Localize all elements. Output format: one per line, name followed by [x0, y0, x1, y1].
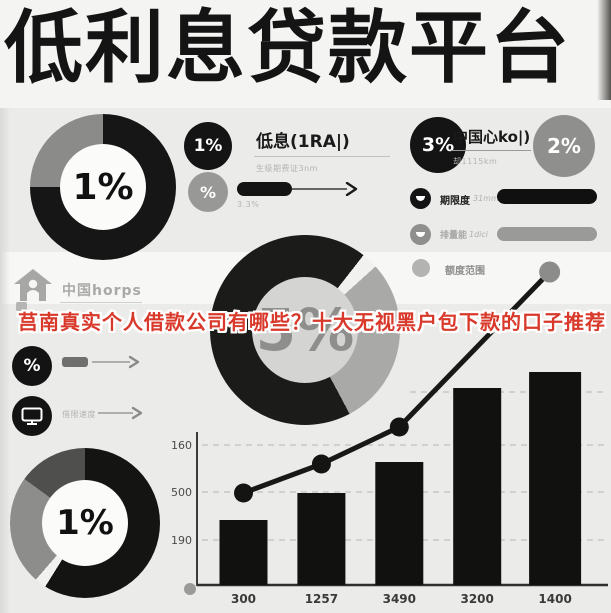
smile-icon	[410, 224, 431, 245]
bullet-dot	[412, 259, 430, 277]
china-stat-title: 中国心ko|)	[453, 128, 531, 146]
smile-icon	[410, 188, 431, 209]
china-stat-subtitle: 却1115km	[453, 157, 498, 166]
legend-bar	[497, 227, 597, 241]
arrow-right-icon	[92, 355, 140, 369]
speed-row-label: 借限速度	[62, 410, 96, 419]
donut-top-left-value: 1%	[60, 144, 146, 230]
china-stat-side-badge: 2%	[533, 115, 595, 177]
legend-row-label: 排量能	[440, 231, 468, 241]
donut-bottom-left-value: 1%	[42, 480, 128, 566]
svg-text:3200: 3200	[460, 592, 493, 606]
percent-badge: %	[12, 346, 52, 386]
smile-glyph	[416, 232, 425, 237]
low-interest-title: 低息(1RA|)	[256, 132, 350, 152]
monitor-icon	[12, 396, 52, 436]
left-edge-shade	[0, 108, 10, 613]
top-right-shadow	[597, 0, 611, 100]
percent-badge: %	[188, 172, 228, 212]
donut-chart-bottom-left: 1%	[10, 448, 160, 598]
title-band	[0, 0, 611, 108]
promo-banner-text: 莒南真实个人借款公司有哪些？十大无视黑户包下款的口子推荐	[16, 308, 607, 336]
divider	[254, 156, 390, 157]
legend-row-label: 额度范围	[445, 266, 485, 277]
progress-pill	[237, 182, 292, 196]
divider	[451, 150, 531, 151]
legend-bar	[497, 189, 597, 204]
svg-text:160: 160	[171, 439, 192, 452]
low-interest-caption: 3.3%	[237, 200, 260, 209]
page-title: 低利息贷款平台	[4, 2, 571, 94]
arrow-right-icon	[98, 406, 143, 420]
china-stat-badge: 3%	[410, 117, 466, 173]
smile-glyph	[416, 196, 425, 201]
monitor-glyph	[21, 407, 43, 425]
svg-text:190: 190	[171, 534, 192, 547]
svg-text:3490: 3490	[383, 592, 416, 606]
home-icon	[14, 269, 52, 311]
svg-text:300: 300	[231, 592, 256, 606]
divider	[60, 302, 142, 303]
legend-row-label: 期限度	[440, 196, 470, 207]
home-row-label: 中国horps	[62, 283, 142, 299]
svg-text:500: 500	[171, 486, 192, 499]
low-interest-badge: 1%	[184, 122, 232, 170]
legend-row-sub: 1dici	[469, 230, 489, 239]
progress-pill	[62, 357, 88, 367]
arrow-right-icon	[292, 182, 358, 196]
low-interest-subtitle: 生级期费证3nm	[256, 164, 318, 173]
svg-text:1400: 1400	[538, 592, 571, 606]
legend-row-sub: 31mm	[473, 194, 499, 203]
svg-text:1257: 1257	[305, 592, 338, 606]
donut-chart-top-left: 1%	[30, 114, 176, 260]
